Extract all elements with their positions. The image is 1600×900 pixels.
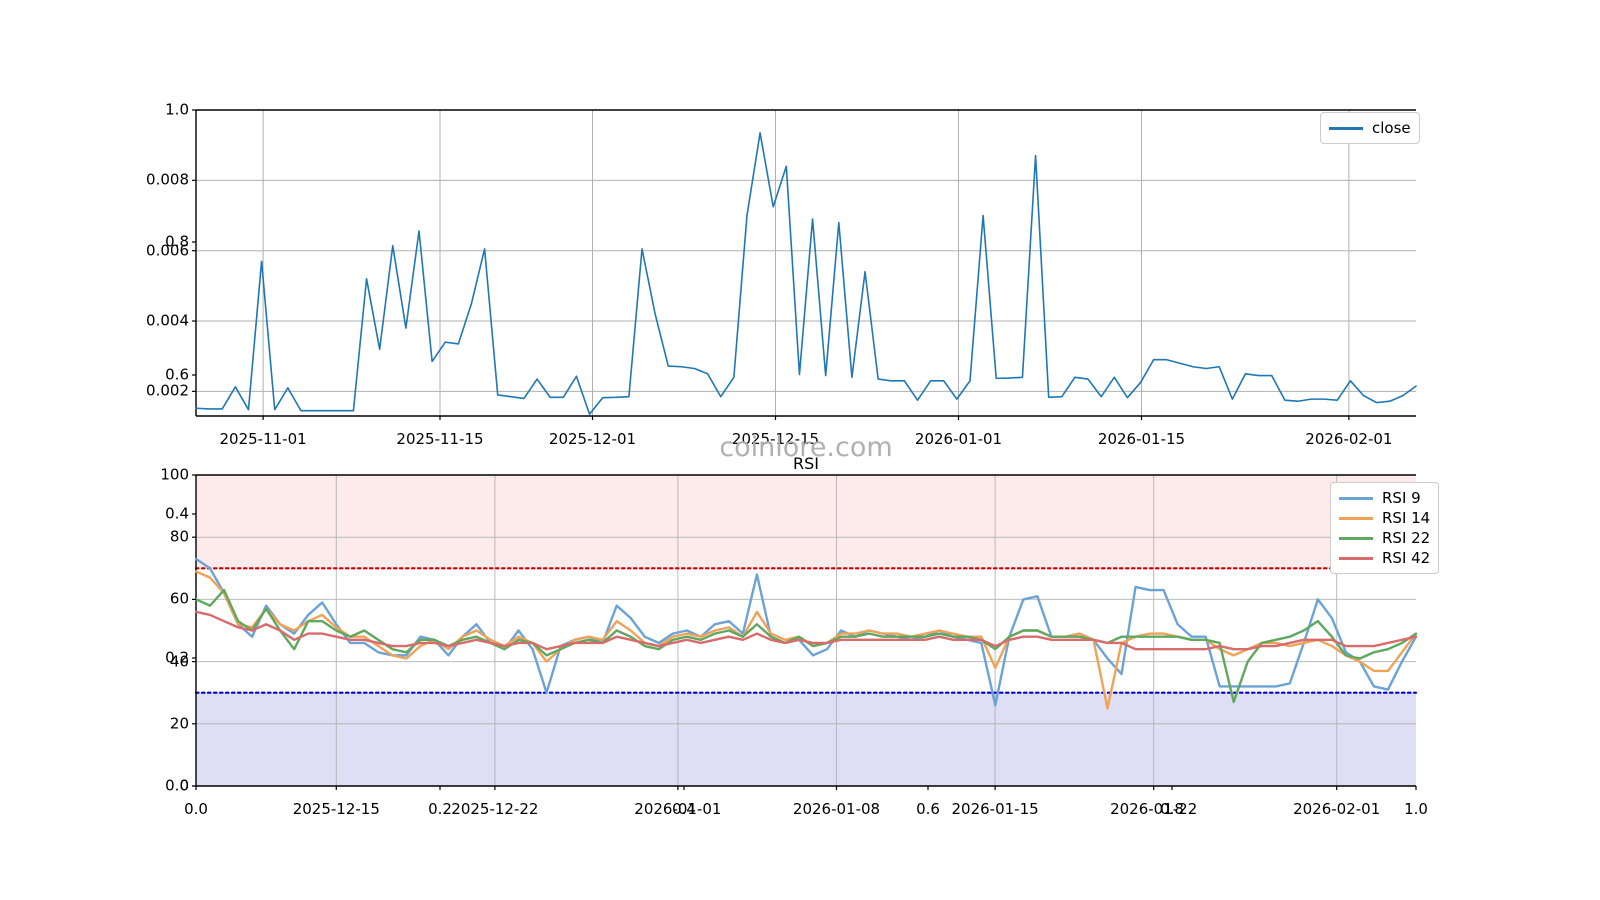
rsi-ytick-secondary-0.0: 0.0: [165, 776, 189, 795]
rsi-legend[interactable]: RSI 9 RSI 14 RSI 22 RSI 42: [1330, 482, 1440, 574]
rsi-xtick-secondary-1.0: 1.0: [1404, 800, 1428, 818]
price-xtick-2025-12-01: 2025-12-01: [548, 430, 637, 448]
rsi-ytick-100: 100: [160, 465, 189, 484]
price-xtick-2026-02-01: 2026-02-01: [1305, 430, 1393, 448]
rsi-xtick-2026-01-22: 2026-01-22: [1110, 800, 1198, 818]
price-xtick-2025-11-01: 2025-11-01: [219, 430, 307, 448]
rsi-panel-title: RSI: [793, 454, 819, 473]
rsi-xtick-2026-02-01: 2026-02-01: [1293, 800, 1381, 818]
price-ytick-secondary-1.0: 1.0: [165, 100, 189, 119]
price-ytick-0.002: 0.002: [146, 381, 189, 400]
price-ytick-0.004: 0.004: [146, 311, 189, 330]
legend-label: RSI 22: [1382, 529, 1431, 547]
price-ytick-secondary-0.8: 0.8: [165, 232, 189, 251]
legend-label: RSI 14: [1382, 509, 1431, 527]
price-xtick-2025-12-15: 2025-12-15: [731, 430, 820, 448]
price-xtick-2025-11-15: 2025-11-15: [396, 430, 484, 448]
price-ytick-secondary-0.6: 0.6: [165, 365, 189, 384]
legend-swatch-line-icon: [1339, 536, 1373, 540]
legend-swatch-line-icon: [1339, 496, 1373, 500]
rsi-xtick-secondary-0.4: 0.4: [672, 800, 696, 818]
price-xtick-2026-01-15: 2026-01-15: [1097, 430, 1186, 448]
rsi-ytick-secondary-0.4: 0.4: [165, 504, 189, 523]
rsi-oversold-band: [196, 692, 1416, 786]
legend-swatch-line-icon: [1339, 516, 1373, 520]
rsi-xtick-secondary-0.6: 0.6: [916, 800, 940, 818]
rsi-xtick-secondary-0.8: 0.8: [1160, 800, 1184, 818]
rsi-xtick-2025-12-15: 2025-12-15: [292, 800, 380, 818]
rsi-xtick-2026-01-15: 2026-01-15: [951, 800, 1039, 818]
legend-label: RSI 42: [1382, 549, 1431, 567]
price-xtick-2026-01-01: 2026-01-01: [914, 430, 1003, 448]
rsi-xtick-secondary-0.0: 0.0: [184, 800, 208, 818]
rsi-xtick-2026-01-01: 2026-01-01: [634, 800, 722, 818]
price-ytick-0.008: 0.008: [146, 170, 189, 189]
rsi-xtick-secondary-0.2: 0.2: [428, 800, 452, 818]
legend-item-rsi-22[interactable]: RSI 22: [1339, 528, 1430, 548]
rsi-ytick-40: 40: [169, 652, 189, 671]
legend-item-rsi-9[interactable]: RSI 9: [1339, 488, 1430, 508]
price-close-line: [195, 132, 1417, 416]
watermark: coinlore.com: [719, 432, 893, 463]
rsi-xtick-2026-01-08: 2026-01-08: [792, 800, 881, 818]
rsi-ytick-20: 20: [169, 714, 189, 733]
price-ytick-0.006: 0.006: [146, 241, 189, 260]
legend-label: RSI 9: [1382, 489, 1421, 507]
legend-swatch-line-icon: [1329, 126, 1363, 130]
legend-item-rsi-14[interactable]: RSI 14: [1339, 508, 1430, 528]
rsi-xtick-2025-12-22: 2025-12-22: [451, 800, 539, 818]
rsi-ytick-secondary-0.2: 0.2: [165, 648, 189, 667]
legend-label: close: [1372, 119, 1411, 137]
legend-item-close[interactable]: close: [1329, 118, 1411, 138]
legend-item-rsi-42[interactable]: RSI 42: [1339, 548, 1430, 568]
rsi-ytick-60: 60: [169, 589, 189, 608]
legend-swatch-line-icon: [1339, 556, 1373, 560]
rsi-ytick-80: 80: [169, 527, 189, 546]
price-legend[interactable]: close: [1320, 112, 1420, 144]
rsi-line-rsi-9: [194, 557, 1418, 707]
rsi-ytick-0: 0: [179, 776, 189, 795]
rsi-line-rsi-42: [194, 610, 1418, 651]
rsi-overbought-band: [196, 475, 1416, 569]
